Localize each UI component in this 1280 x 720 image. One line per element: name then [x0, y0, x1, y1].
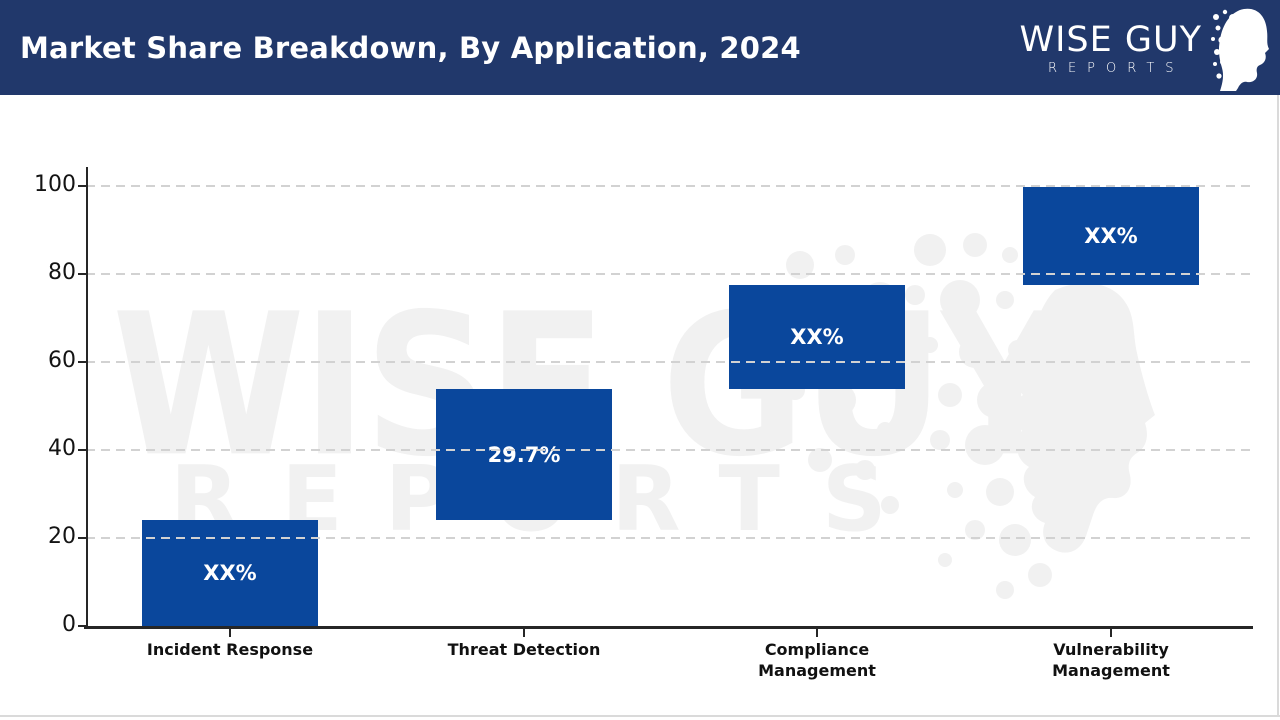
x-tick-mark — [816, 629, 818, 637]
page-right-border — [1277, 95, 1279, 717]
bar-value-label: XX% — [203, 560, 257, 585]
y-tick-label: 0 — [62, 612, 76, 637]
y-tick-mark — [78, 449, 86, 451]
page-bottom-border — [0, 715, 1280, 717]
y-tick-label: 100 — [34, 172, 76, 197]
bar-value-label: XX% — [790, 325, 844, 350]
x-category-label: Vulnerability Management — [1052, 640, 1170, 680]
x-axis-line — [84, 626, 1253, 629]
x-category-label: Compliance Management — [758, 640, 876, 680]
logo-brand-name: WISE GUY — [1019, 19, 1202, 60]
x-tick-mark — [523, 629, 525, 637]
x-category-label: Incident Response — [146, 640, 314, 659]
wiseguy-logo: WISE GUY REPORTS — [1019, 6, 1272, 91]
gridline-60 — [86, 361, 1253, 363]
gridline-40 — [86, 449, 1253, 451]
x-category-label: Threat Detection — [447, 640, 601, 659]
y-tick-mark — [78, 185, 86, 187]
y-tick-label: 40 — [48, 436, 76, 461]
y-axis-line — [86, 167, 88, 628]
gridline-100 — [86, 185, 1253, 187]
y-tick-label: 20 — [48, 524, 76, 549]
page-title: Market Share Breakdown, By Application, … — [20, 30, 801, 65]
bar-value-label: XX% — [1084, 223, 1138, 248]
header-bar: Market Share Breakdown, By Application, … — [0, 0, 1280, 95]
gridline-80 — [86, 273, 1253, 275]
logo-wordmark: WISE GUY REPORTS — [1019, 21, 1202, 76]
y-tick-label: 80 — [48, 260, 76, 285]
logo-brand-subtitle: REPORTS — [1047, 60, 1185, 76]
y-tick-mark — [78, 537, 86, 539]
gridline-20 — [86, 537, 1253, 539]
x-tick-mark — [1110, 629, 1112, 637]
bar-compliance-management: XX% — [729, 285, 905, 390]
y-tick-mark — [78, 361, 86, 363]
y-tick-mark — [78, 273, 86, 275]
y-tick-mark — [78, 625, 86, 627]
bar-value-label: 29.7% — [487, 442, 561, 467]
x-tick-mark — [229, 629, 231, 637]
bar-incident-response: XX% — [142, 519, 318, 626]
y-tick-label: 60 — [48, 348, 76, 373]
logo-face-icon — [1211, 8, 1269, 91]
bar-threat-detection: 29.7% — [436, 389, 612, 520]
bar-vulnerability-management: XX% — [1023, 186, 1199, 285]
